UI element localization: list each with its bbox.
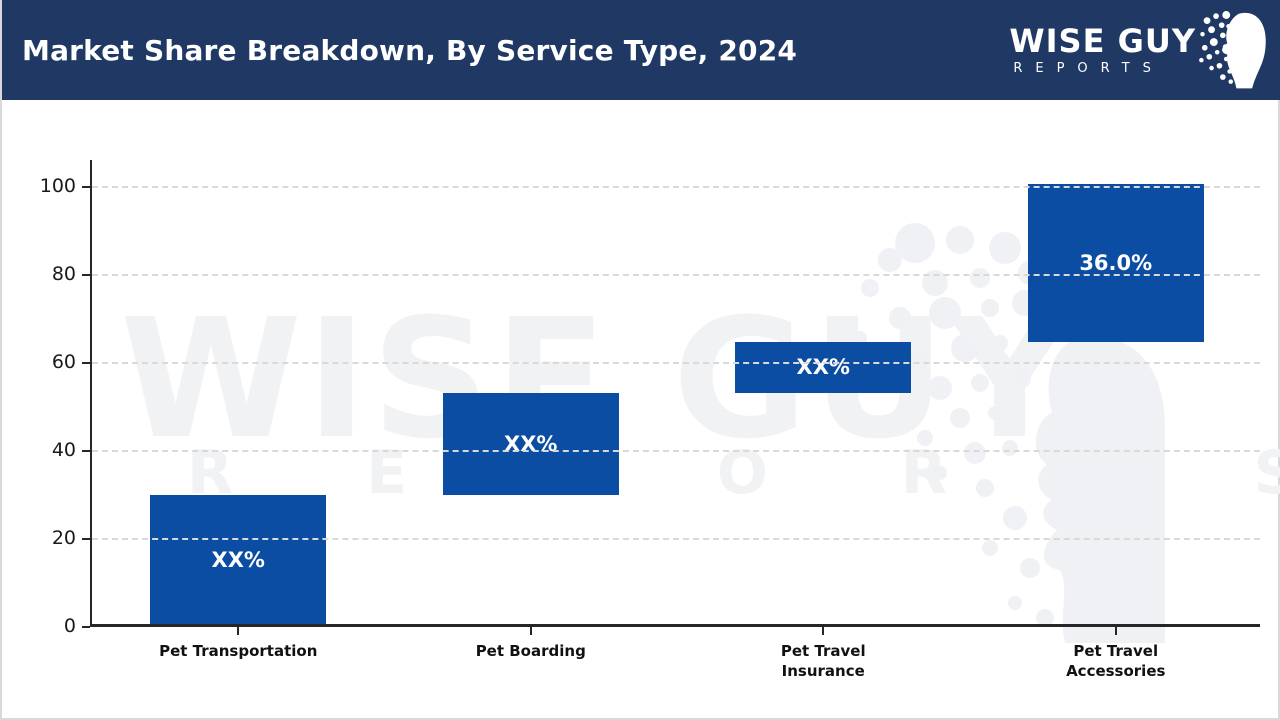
x-tick (529, 627, 532, 635)
x-tick (237, 627, 240, 635)
gridline-60 (92, 362, 1260, 364)
page-title: Market Share Breakdown, By Service Type,… (22, 33, 798, 67)
y-tick-label: 100 (39, 175, 76, 197)
gridline-80 (92, 274, 1260, 276)
y-tick-label: 60 (51, 351, 76, 373)
y-tick-80 (82, 274, 90, 276)
x-category-label-line: Insurance (781, 662, 865, 680)
bar-segment: XX% (442, 392, 619, 496)
bar-value-label: XX% (211, 547, 265, 572)
logo-wordmark: WISE GUY (1009, 22, 1196, 60)
x-category-label-line: Pet Boarding (475, 642, 586, 660)
y-tick-60 (82, 362, 90, 364)
x-category-label-line: Pet Travel (1073, 642, 1159, 660)
y-tick-label: 20 (51, 527, 76, 549)
x-tick (822, 627, 825, 635)
bar-segment: XX% (735, 342, 912, 393)
x-category-label: Pet Travel Insurance (677, 641, 970, 681)
x-category-label-line: Pet Transportation (159, 642, 318, 660)
y-tick-label: 40 (51, 439, 76, 461)
y-tick-label: 0 (63, 615, 76, 637)
bar-value-label: XX% (796, 355, 850, 380)
x-category-label-line: Accessories (1066, 662, 1166, 680)
bar-segment: XX% (150, 495, 327, 624)
bar-value-label: XX% (504, 431, 558, 456)
dotted-face-profile-icon (1199, 11, 1266, 89)
waterfall-chart: 0 20 40 60 80 100 XX% Pet Transportation XX% Pet … (40, 160, 1260, 680)
bar-value-label: 36.0% (1079, 251, 1153, 276)
bar-segment: 36.0% (1027, 184, 1204, 343)
x-category-label: Pet Transportation (92, 641, 385, 661)
x-tick (1114, 627, 1117, 635)
gridline-100 (92, 186, 1260, 188)
y-tick-100 (82, 186, 90, 188)
y-tick-0 (82, 626, 90, 628)
y-tick-label: 80 (51, 263, 76, 285)
watermark-face-icon (853, 223, 1165, 643)
x-category-label-line: Pet Travel (780, 642, 866, 660)
y-tick-20 (82, 538, 90, 540)
wise-guy-logo: WISE GUY REPORTS (1009, 9, 1268, 91)
logo-subtitle: REPORTS (1013, 61, 1164, 76)
y-tick-40 (82, 450, 90, 452)
header-bar: Market Share Breakdown, By Service Type,… (2, 0, 1280, 100)
logo-text: WISE GUY REPORTS (1009, 24, 1196, 76)
gridline-20 (92, 538, 1260, 540)
x-category-label: Pet Travel Accessories (970, 641, 1263, 681)
x-category-label: Pet Boarding (385, 641, 678, 661)
gridline-40 (92, 450, 1260, 452)
